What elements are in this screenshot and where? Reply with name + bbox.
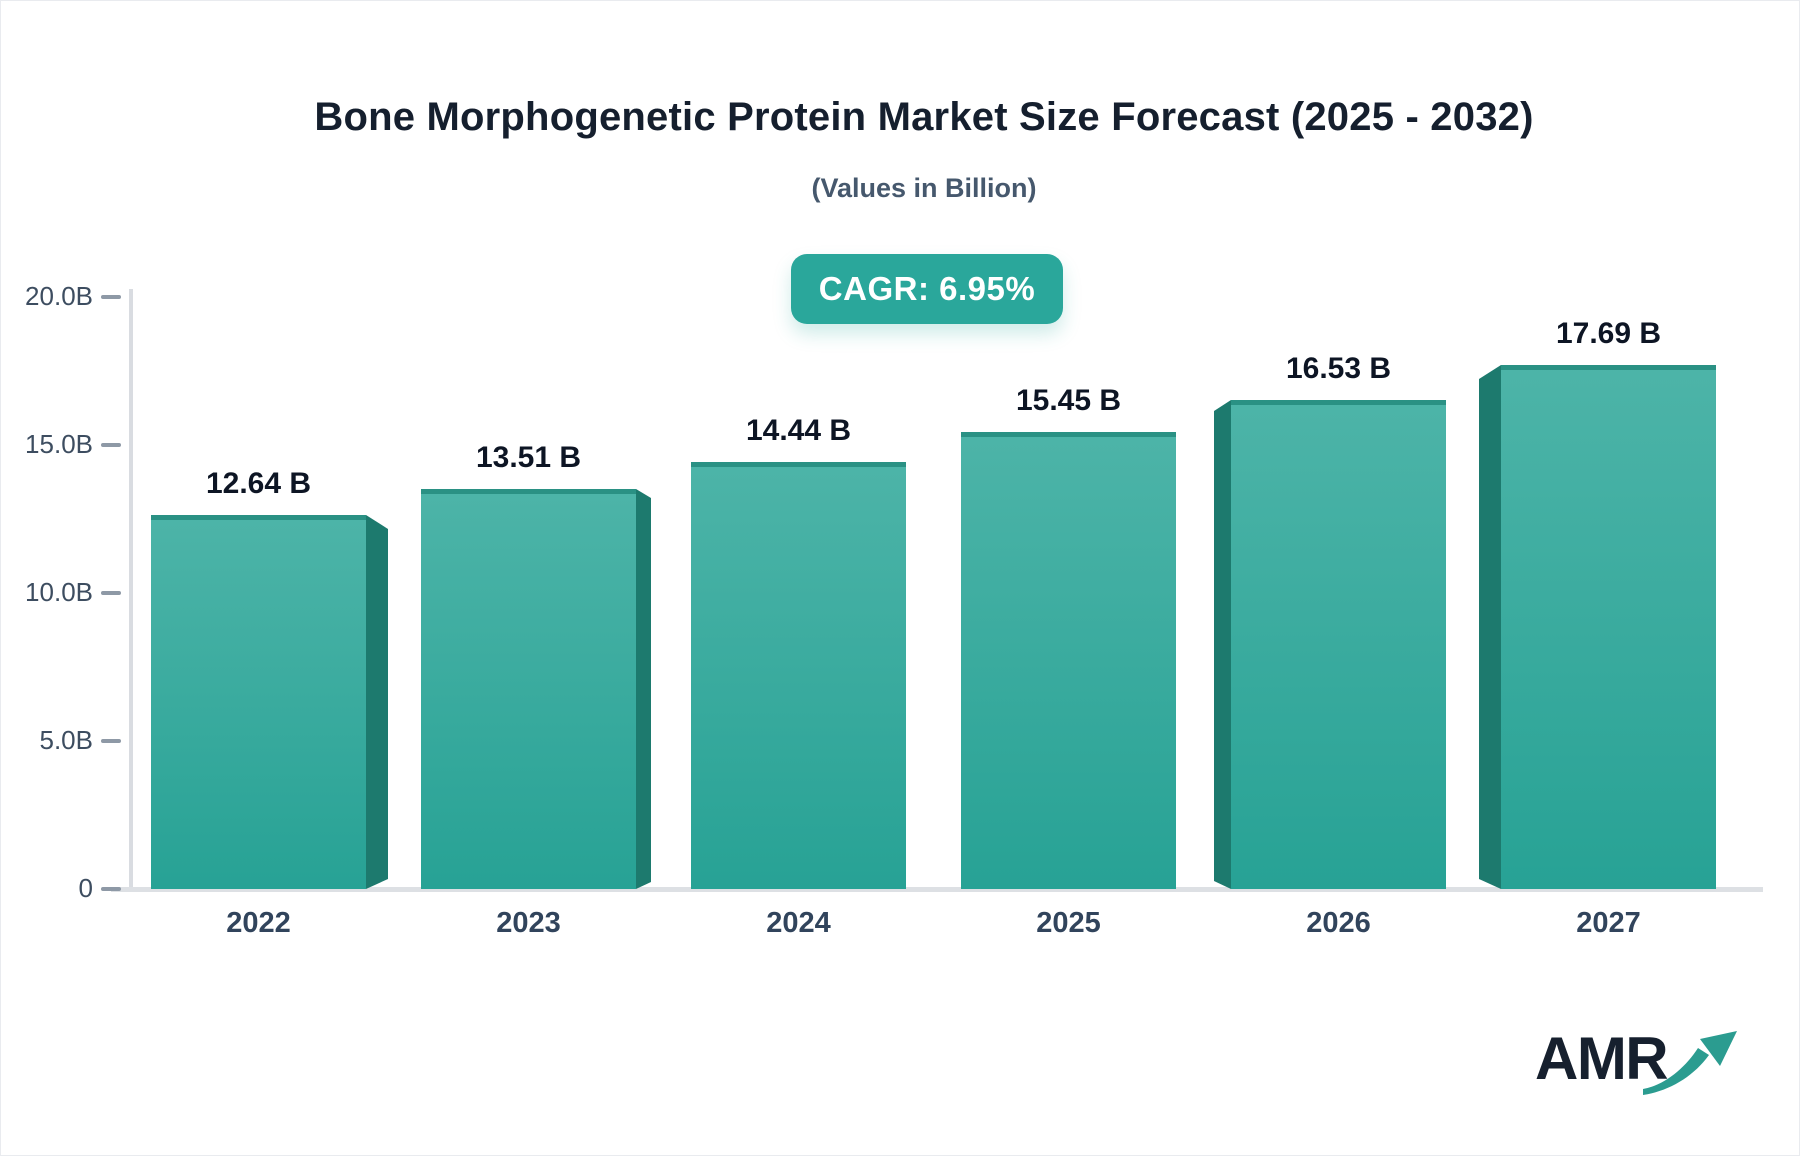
y-axis-tick — [101, 295, 121, 299]
cagr-badge-label: CAGR: 6.95% — [818, 270, 1036, 307]
y-axis-tick — [101, 887, 121, 891]
bar-value-label: 15.45 B — [1015, 384, 1122, 417]
bar-value-label: 17.69 B — [1555, 317, 1662, 350]
bar-2027 — [1501, 365, 1716, 889]
bar-top-face — [1231, 400, 1446, 405]
y-axis-tick-label: 5.0B — [39, 725, 94, 755]
x-axis-label: 2022 — [226, 907, 291, 939]
y-axis-tick-label: 0 — [78, 873, 93, 903]
x-axis-label: 2026 — [1306, 907, 1371, 939]
x-axis-label: 2023 — [496, 907, 561, 939]
x-axis-baseline — [111, 887, 1763, 892]
bar-2026 — [1231, 400, 1446, 889]
x-axis-label: 2025 — [1036, 907, 1101, 939]
bar-value-label: 14.44 B — [745, 414, 852, 447]
x-axis-label: 2024 — [766, 907, 831, 939]
bar-top-face — [1501, 365, 1716, 370]
bar-value-label: 12.64 B — [205, 467, 312, 500]
bar-side-face — [636, 489, 651, 889]
bar-2024 — [691, 462, 906, 889]
bar-value-label: 13.51 B — [475, 441, 582, 474]
y-axis-tick-label: 15.0B — [25, 429, 93, 459]
bar-top-face — [421, 489, 636, 494]
bar-side-face — [1214, 400, 1231, 889]
chart-subtitle: (Values in Billion) — [811, 173, 1037, 203]
bar-side-face — [366, 515, 388, 889]
bar-top-face — [151, 515, 366, 520]
chart-title: Bone Morphogenetic Protein Market Size F… — [314, 95, 1534, 139]
y-axis-line — [129, 289, 133, 891]
cagr-badge: CAGR: 6.95% — [791, 254, 1063, 324]
bar-value-label: 16.53 B — [1285, 352, 1392, 385]
amr-logo-text: AMR — [1535, 1025, 1669, 1092]
x-axis-label: 2027 — [1576, 907, 1641, 939]
bar-2023 — [421, 489, 636, 889]
amr-logo: AMR — [1535, 1029, 1747, 1101]
y-axis-tick — [101, 739, 121, 743]
y-axis-tick — [101, 443, 121, 447]
bar-side-face — [1479, 365, 1501, 889]
y-axis-tick-label: 20.0B — [25, 281, 93, 311]
bar-2025 — [961, 432, 1176, 889]
bar-2022 — [151, 515, 366, 889]
growth-arrow-icon — [1643, 1031, 1738, 1095]
bar-top-face — [691, 462, 906, 467]
y-axis-tick — [101, 591, 121, 595]
y-axis-tick-label: 10.0B — [25, 577, 93, 607]
bar-top-face — [961, 432, 1176, 437]
